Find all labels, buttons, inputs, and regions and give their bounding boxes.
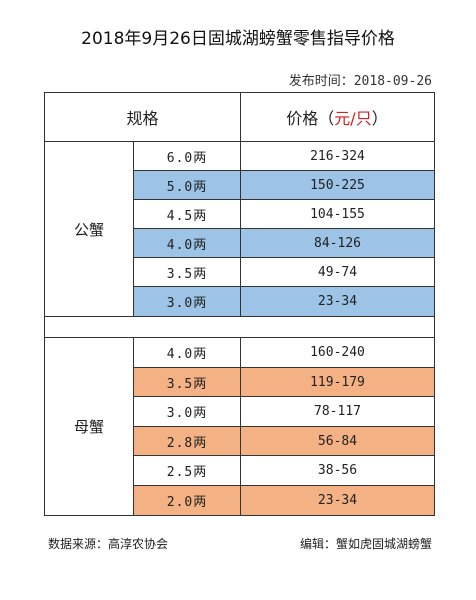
footer-editor: 编辑：蟹如虎固城湖螃蟹 xyxy=(299,537,432,551)
row-spec: 5.0两 xyxy=(134,171,240,200)
row-price: 84-126 xyxy=(241,229,434,258)
row-price: 78-117 xyxy=(314,404,361,420)
footer-source: 数据来源：高淳农协会 xyxy=(48,537,169,551)
row-vdivider xyxy=(240,258,241,287)
row-spec: 6.0两 xyxy=(166,151,208,166)
price-table: 规格 价格（ 元/只） 公蟹 母蟹 6.0两 216-324 5.0两 150-225 4… xyxy=(44,92,435,516)
row-divider xyxy=(134,484,434,486)
publish-date-line: 发布时间：2018-09-26 xyxy=(289,70,432,89)
row-price: 216-324 xyxy=(310,149,365,164)
header-vdivider xyxy=(240,93,241,141)
row-divider xyxy=(134,286,434,287)
header-price-suffix: ） xyxy=(371,109,388,128)
group-label-female: 母蟹 xyxy=(73,418,104,436)
female-group-divider xyxy=(133,338,134,515)
row-spec: 3.0两 xyxy=(134,287,240,316)
publish-label: 发布时间： xyxy=(288,74,354,89)
row-vdivider xyxy=(240,485,241,515)
row-price: 23-34 xyxy=(241,287,434,316)
page-title: 2018年9月26日固城湖螃蟹零售指导价格 xyxy=(81,29,395,49)
row-spec: 2.0两 xyxy=(134,485,240,515)
header-spec: 规格 xyxy=(126,109,159,128)
header-divider xyxy=(45,141,434,142)
row-spec: 2.5两 xyxy=(166,465,208,481)
gap-bottom-line xyxy=(45,337,434,338)
header-price-prefix: 价格（ xyxy=(286,109,335,128)
row-vdivider xyxy=(240,287,241,316)
row-price: 104-155 xyxy=(310,207,365,222)
row-vdivider xyxy=(240,397,241,427)
row-price: 23-34 xyxy=(241,485,434,515)
group-label-male: 公蟹 xyxy=(73,220,104,239)
row-divider xyxy=(134,425,434,427)
male-group-divider xyxy=(133,142,134,316)
row-divider xyxy=(134,455,434,456)
row-spec: 3.0两 xyxy=(166,406,208,422)
row-vdivider xyxy=(240,171,241,200)
row-price: 56-84 xyxy=(241,426,434,456)
row-divider xyxy=(134,199,434,200)
row-price: 150-225 xyxy=(241,171,434,200)
row-price: 160-240 xyxy=(310,345,365,361)
row-spec: 4.5两 xyxy=(166,209,208,224)
row-spec: 3.5两 xyxy=(166,267,208,282)
header-price: 价格（ 元/只） xyxy=(240,93,434,141)
row-divider xyxy=(134,228,434,229)
publish-date: 2018-09-26 xyxy=(353,74,432,89)
row-vdivider xyxy=(240,426,241,456)
row-divider xyxy=(134,170,434,171)
row-vdivider xyxy=(240,200,241,229)
row-vdivider xyxy=(240,142,241,171)
row-vdivider xyxy=(240,367,241,397)
row-spec: 4.0两 xyxy=(166,347,208,363)
row-vdivider xyxy=(240,338,241,368)
row-divider xyxy=(134,257,434,258)
row-price: 38-56 xyxy=(317,463,358,479)
row-spec: 4.0两 xyxy=(134,229,240,258)
row-spec: 3.5两 xyxy=(134,367,240,397)
row-spec: 2.8两 xyxy=(134,426,240,456)
row-price: 119-179 xyxy=(241,367,434,397)
gap-top-line xyxy=(45,316,434,317)
row-divider xyxy=(134,366,434,368)
row-price: 49-74 xyxy=(317,265,358,280)
row-vdivider xyxy=(240,456,241,486)
header-price-unit: 元/只 xyxy=(334,109,372,128)
row-divider xyxy=(134,396,434,397)
row-vdivider xyxy=(240,229,241,258)
